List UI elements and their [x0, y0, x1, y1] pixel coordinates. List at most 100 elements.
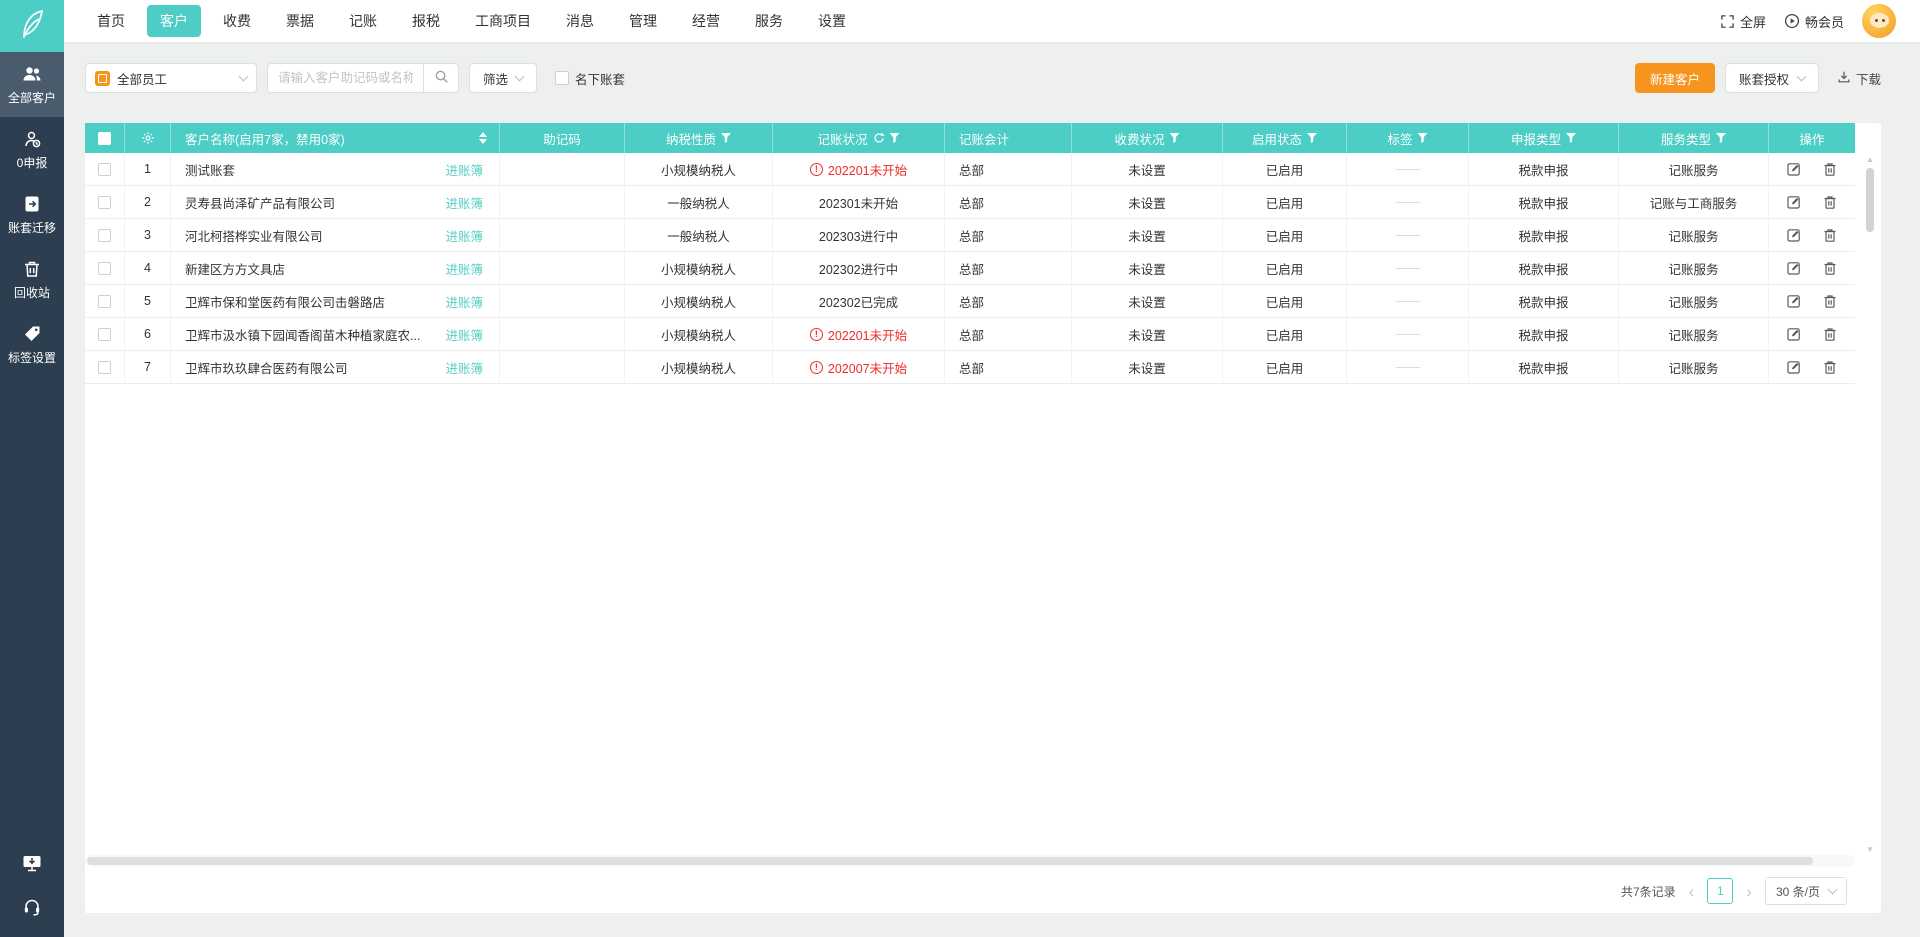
filter-funnel-icon[interactable]	[1169, 133, 1180, 143]
edit-button[interactable]	[1786, 359, 1802, 375]
delete-button[interactable]	[1822, 359, 1838, 375]
filter-funnel-icon[interactable]	[1307, 133, 1317, 143]
delete-button[interactable]	[1822, 194, 1838, 210]
ledger-link[interactable]: 进账簿	[445, 196, 483, 211]
delete-button[interactable]	[1822, 227, 1838, 243]
cell-service_type: 记账服务	[1619, 252, 1769, 284]
nav-item-bookkeeping[interactable]: 记账	[349, 13, 377, 29]
employee-filter-select[interactable]: 全部员工	[85, 63, 257, 93]
next-page-button[interactable]: ›	[1746, 881, 1752, 901]
ledger-link[interactable]: 进账簿	[445, 361, 483, 376]
search-input[interactable]	[267, 63, 423, 93]
row-checkbox[interactable]	[98, 294, 111, 308]
cell-accountant: 总部	[945, 285, 1072, 317]
row-checkbox[interactable]	[98, 360, 111, 374]
edit-button[interactable]	[1786, 161, 1802, 177]
prev-page-button[interactable]: ‹	[1688, 881, 1695, 901]
nav-item-invoice[interactable]: 票据	[286, 13, 314, 29]
vertical-scrollbar-thumb[interactable]	[1866, 168, 1874, 232]
cell-seq: 5	[125, 285, 171, 317]
cell-seq: 2	[125, 186, 171, 218]
select-all-checkbox[interactable]	[98, 131, 111, 145]
sidebar-item-all-customers[interactable]: 全部客户	[0, 52, 64, 117]
delete-button[interactable]	[1822, 161, 1838, 177]
alert-icon: !	[809, 327, 823, 341]
sidebar-item-ledger-migrate[interactable]: 账套迁移	[0, 182, 64, 247]
search-button[interactable]	[423, 63, 459, 93]
vertical-scrollbar[interactable]: ▲ ▼	[1864, 155, 1876, 855]
row-checkbox[interactable]	[98, 162, 111, 176]
ledger-link[interactable]: 进账簿	[445, 229, 483, 244]
delete-button[interactable]	[1822, 293, 1838, 309]
tag-placeholder: ——	[1396, 294, 1420, 308]
edit-button[interactable]	[1786, 326, 1802, 342]
checkbox-icon	[555, 71, 570, 85]
app-logo[interactable]	[0, 0, 64, 52]
avatar-eyes	[1875, 19, 1878, 22]
edit-button[interactable]	[1786, 260, 1802, 276]
cell-tax_type: 小规模纳税人	[625, 318, 773, 350]
filter-funnel-icon[interactable]	[1566, 133, 1576, 143]
edit-button[interactable]	[1786, 293, 1802, 309]
cell-accountant: 总部	[945, 186, 1072, 218]
current-page[interactable]: 1	[1707, 878, 1734, 904]
cell-tags: ——	[1347, 252, 1469, 284]
nav-item-message[interactable]: 消息	[566, 13, 594, 29]
edit-button[interactable]	[1786, 227, 1802, 243]
ledger-link[interactable]: 进账簿	[445, 163, 483, 178]
fullscreen-button[interactable]: 全屏	[1720, 12, 1766, 31]
filter-funnel-icon[interactable]	[889, 133, 900, 143]
member-button[interactable]: 畅会员	[1784, 12, 1844, 31]
delete-button[interactable]	[1822, 326, 1838, 342]
nav-item-home[interactable]: 首页	[97, 13, 125, 29]
filter-funnel-icon[interactable]	[1417, 133, 1428, 143]
filter-funnel-icon[interactable]	[721, 133, 731, 143]
own-ledger-checkbox[interactable]: 名下账套	[555, 69, 625, 88]
headset-icon[interactable]	[22, 897, 42, 917]
sidebar-item-recycle-bin[interactable]: 回收站	[0, 247, 64, 312]
user-avatar[interactable]	[1862, 4, 1896, 38]
row-checkbox[interactable]	[98, 195, 111, 209]
sort-icon[interactable]	[479, 132, 487, 144]
nav-item-tax-report[interactable]: 报税	[412, 13, 440, 29]
ledger-link[interactable]: 进账簿	[445, 262, 483, 277]
delete-button[interactable]	[1822, 260, 1838, 276]
horizontal-scrollbar-thumb[interactable]	[87, 857, 1813, 865]
scroll-up-arrow-icon[interactable]: ▲	[1866, 155, 1874, 164]
sidebar-item-zero-declare[interactable]: 0申报	[0, 117, 64, 182]
sidebar-item-tag-settings[interactable]: 标签设置	[0, 312, 64, 377]
nav-item-service[interactable]: 服务	[755, 13, 783, 29]
download-button[interactable]: 下载	[1837, 69, 1881, 88]
ledger-link[interactable]: 进账簿	[445, 328, 483, 343]
filter-button[interactable]: 筛选	[469, 63, 538, 93]
customer-name: 卫辉市汲水镇下园闻香阁苗木种植家庭农...	[185, 328, 421, 343]
row-checkbox[interactable]	[98, 327, 111, 341]
column-header-tax_type: 纳税性质	[625, 123, 773, 153]
ledger-auth-button[interactable]: 账套授权	[1724, 63, 1819, 93]
horizontal-scrollbar[interactable]	[85, 855, 1855, 867]
edit-button[interactable]	[1786, 194, 1802, 210]
group-icon	[95, 70, 110, 86]
cell-actions	[1769, 186, 1855, 218]
filter-funnel-icon[interactable]	[1716, 133, 1726, 143]
tag-placeholder: ——	[1396, 261, 1420, 275]
refresh-icon[interactable]	[873, 132, 885, 144]
new-customer-button[interactable]: 新建客户	[1634, 63, 1715, 93]
nav-item-settings[interactable]: 设置	[818, 13, 846, 29]
client-download-icon[interactable]	[21, 853, 43, 873]
toolbar: 全部员工 筛选 名下账套 新建客户 账套授权	[85, 63, 1881, 93]
nav-item-customer[interactable]: 客户	[147, 5, 201, 37]
cell-name: 卫辉市汲水镇下园闻香阁苗木种植家庭农... 进账簿	[171, 318, 500, 350]
nav-item-manage[interactable]: 管理	[629, 13, 657, 29]
nav-item-business-project[interactable]: 工商项目	[475, 13, 531, 29]
page-size-select[interactable]: 30 条/页	[1764, 877, 1847, 905]
nav-item-operate[interactable]: 经营	[692, 13, 720, 29]
column-settings-gear-icon[interactable]	[141, 131, 155, 145]
nav-item-charge[interactable]: 收费	[223, 13, 251, 29]
row-checkbox[interactable]	[98, 228, 111, 242]
scroll-down-arrow-icon[interactable]: ▼	[1866, 845, 1874, 854]
cell-select	[85, 219, 125, 251]
ledger-link[interactable]: 进账簿	[445, 295, 483, 310]
book-status-text: 202302进行中	[818, 262, 899, 277]
row-checkbox[interactable]	[98, 261, 111, 275]
